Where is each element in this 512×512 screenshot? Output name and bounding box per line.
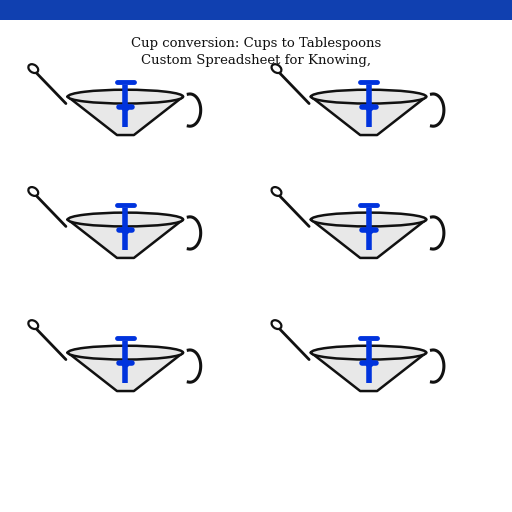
Ellipse shape bbox=[68, 346, 183, 359]
Text: Cup conversion: Cups to Tablespoons: Cup conversion: Cups to Tablespoons bbox=[131, 37, 381, 50]
Polygon shape bbox=[68, 97, 183, 135]
Ellipse shape bbox=[28, 320, 38, 329]
Ellipse shape bbox=[28, 187, 38, 196]
Text: Custom Spreadsheet for Knowing,: Custom Spreadsheet for Knowing, bbox=[141, 54, 371, 67]
Ellipse shape bbox=[311, 346, 426, 359]
Ellipse shape bbox=[68, 212, 183, 226]
Polygon shape bbox=[311, 220, 426, 258]
Polygon shape bbox=[68, 220, 183, 258]
Bar bbox=[0, 0, 512, 20]
Ellipse shape bbox=[271, 187, 282, 196]
Polygon shape bbox=[68, 353, 183, 391]
Polygon shape bbox=[311, 97, 426, 135]
Polygon shape bbox=[311, 353, 426, 391]
Ellipse shape bbox=[311, 212, 426, 226]
Ellipse shape bbox=[311, 90, 426, 103]
Ellipse shape bbox=[28, 64, 38, 73]
Ellipse shape bbox=[271, 64, 282, 73]
Ellipse shape bbox=[68, 90, 183, 103]
Ellipse shape bbox=[271, 320, 282, 329]
